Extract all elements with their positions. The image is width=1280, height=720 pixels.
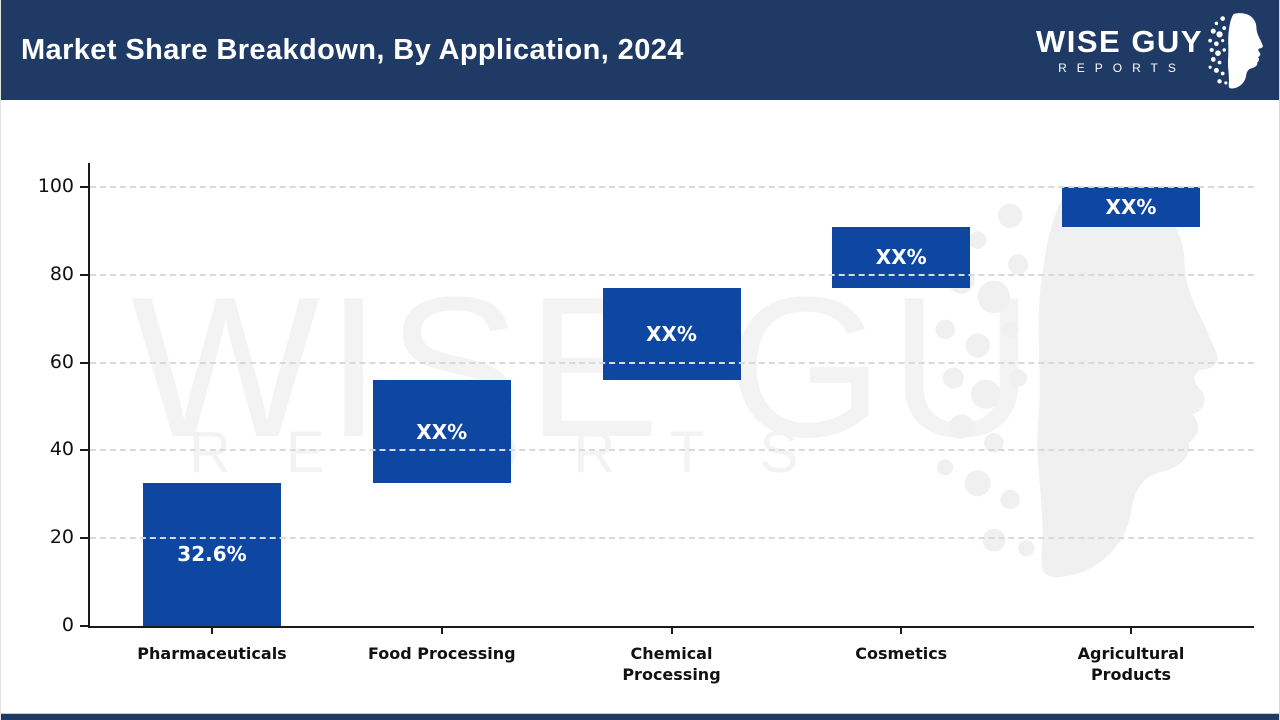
bar-value-label-cosmetics: XX% <box>875 245 927 270</box>
x-tick-mark-pharmaceuticals <box>211 626 213 634</box>
y-tick-label-60: 60 <box>49 350 74 373</box>
footer-strip <box>1 713 1279 720</box>
bar-value-label-chemical-processing: XX% <box>646 322 697 347</box>
x-category-label-pharmaceuticals: Pharmaceuticals <box>137 644 287 663</box>
x-tick-mark-food-processing <box>440 626 443 634</box>
y-tick-label-40: 40 <box>49 438 74 461</box>
y-tick-mark-20 <box>80 537 90 540</box>
y-tick-mark-60 <box>80 361 90 364</box>
y-axis-spine <box>88 163 90 628</box>
bar-value-label-agricultural-products: XX% <box>1105 194 1157 219</box>
plot-area: 0 20 40 60 80 100 32.6% Pharmaceuticals XX% Food … <box>38 163 1254 684</box>
gridline-20 <box>90 537 1254 540</box>
x-tick-mark-agricultural-products <box>1130 626 1132 634</box>
y-tick-mark-0 <box>80 625 90 627</box>
gridline-40 <box>90 449 1254 452</box>
x-category-label-cosmetics: Cosmetics <box>855 644 948 663</box>
bar-chemical-processing: XX% <box>602 287 741 381</box>
x-category-label-chemical-processing: Chemical Processing <box>622 644 721 684</box>
page-title: Market Share Breakdown, By Application, … <box>21 33 684 66</box>
bar-agricultural-products: XX% <box>1062 187 1200 227</box>
bar-food-processing: XX% <box>372 380 511 483</box>
y-tick-mark-100 <box>80 186 90 188</box>
gridline-100 <box>90 186 1254 188</box>
y-tick-label-80: 80 <box>49 262 74 285</box>
gridline-80 <box>90 273 1254 276</box>
x-category-label-food-processing: Food Processing <box>367 644 516 663</box>
y-tick-mark-40 <box>80 449 90 452</box>
gridline-60 <box>90 361 1254 364</box>
x-category-label-agricultural-products: Agricultural Products <box>1077 644 1185 684</box>
wiseguy-face-icon <box>1208 13 1263 89</box>
bar-pharmaceuticals: 32.6% <box>143 482 281 626</box>
header: Market Share Breakdown, By Application, … <box>1 0 1279 100</box>
y-tick-label-0: 0 <box>61 614 74 636</box>
bar-value-label-food-processing: XX% <box>416 419 468 444</box>
y-tick-label-100: 100 <box>37 175 74 197</box>
x-tick-mark-chemical-processing <box>670 626 673 634</box>
x-axis-spine <box>88 626 1254 628</box>
logo-subtitle: REPORTS <box>1058 61 1186 75</box>
x-tick-mark-cosmetics <box>900 626 903 634</box>
logo-wordmark: WISE GUY <box>1035 24 1203 59</box>
bar-value-label-pharmaceuticals: 32.6% <box>177 542 247 567</box>
wiseguy-logo-text: WISE GUY REPORTS <box>1036 26 1203 74</box>
wiseguy-logo: WISE GUY REPORTS <box>1036 10 1265 90</box>
y-tick-mark-80 <box>80 273 90 276</box>
y-tick-label-20: 20 <box>49 526 74 549</box>
bar-cosmetics: XX% <box>832 226 971 288</box>
